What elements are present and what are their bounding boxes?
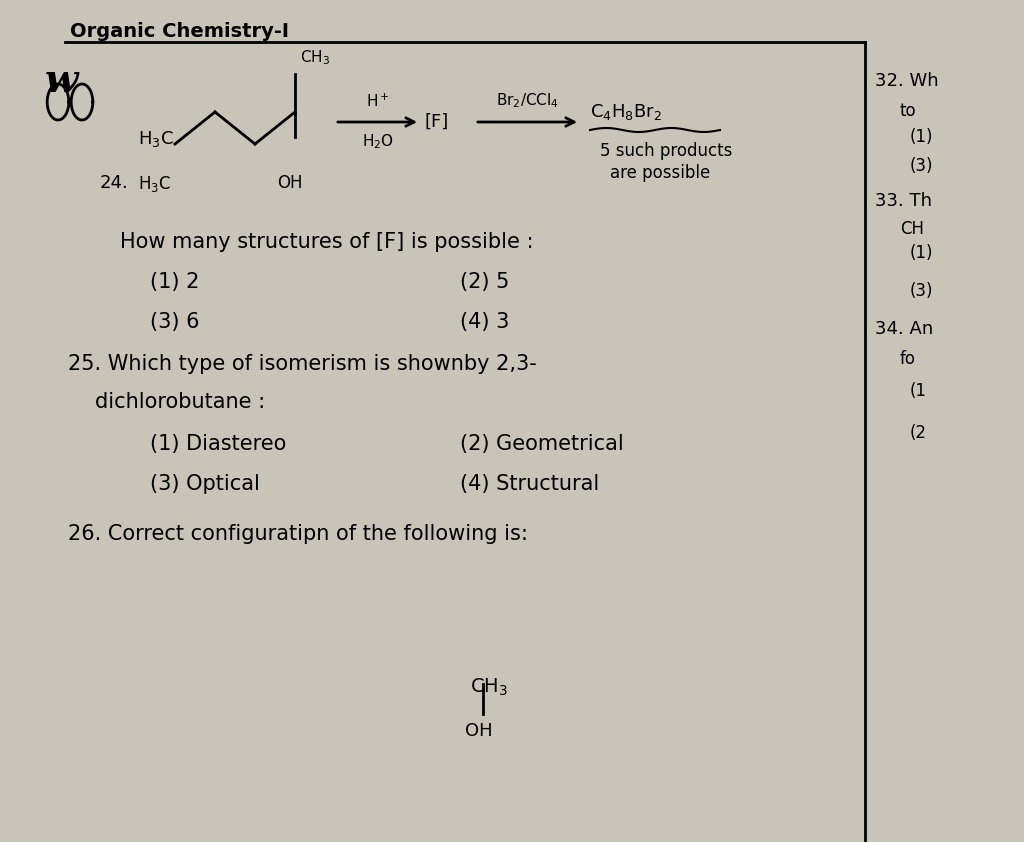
Text: (3): (3) xyxy=(910,282,934,300)
Text: How many structures of [F] is possible :: How many structures of [F] is possible : xyxy=(120,232,534,252)
Text: (2) 5: (2) 5 xyxy=(460,272,509,292)
Text: (2: (2 xyxy=(910,424,927,442)
Text: (3) Optical: (3) Optical xyxy=(150,474,260,494)
Text: $\mathrm{CH_3}$: $\mathrm{CH_3}$ xyxy=(470,677,508,698)
Text: (1) Diastereo: (1) Diastereo xyxy=(150,434,287,454)
Text: to: to xyxy=(900,102,916,120)
Text: 33. Th: 33. Th xyxy=(874,192,932,210)
Text: are possible: are possible xyxy=(610,164,711,182)
Text: (4) Structural: (4) Structural xyxy=(460,474,599,494)
Text: w: w xyxy=(45,62,79,100)
Text: dichlorobutane :: dichlorobutane : xyxy=(95,392,265,412)
Text: OH: OH xyxy=(278,174,303,192)
Text: Organic Chemistry-I: Organic Chemistry-I xyxy=(70,22,289,41)
Text: $\mathrm{Br_2/CCl_4}$: $\mathrm{Br_2/CCl_4}$ xyxy=(496,91,559,110)
Text: $\mathrm{H^+}$: $\mathrm{H^+}$ xyxy=(366,93,389,110)
Text: CH: CH xyxy=(900,220,924,238)
Text: $\mathrm{CH_3}$: $\mathrm{CH_3}$ xyxy=(300,48,330,67)
Text: 24.: 24. xyxy=(100,174,129,192)
Text: $\mathrm{C_4H_8Br_2}$: $\mathrm{C_4H_8Br_2}$ xyxy=(590,102,663,122)
Text: fo: fo xyxy=(900,350,916,368)
Text: 25. Which type of isomerism is shownby 2,3-: 25. Which type of isomerism is shownby 2… xyxy=(68,354,537,374)
Text: 32. Wh: 32. Wh xyxy=(874,72,939,90)
Text: 26. Correct configuratipn of the following is:: 26. Correct configuratipn of the followi… xyxy=(68,524,528,544)
Text: $\mathrm{H_3C}$: $\mathrm{H_3C}$ xyxy=(138,129,174,149)
Text: (1: (1 xyxy=(910,382,927,400)
Text: (4) 3: (4) 3 xyxy=(460,312,509,332)
Text: (3): (3) xyxy=(910,157,934,175)
Text: 5 such products: 5 such products xyxy=(600,142,732,160)
Text: $\mathrm{H_3C}$: $\mathrm{H_3C}$ xyxy=(138,174,171,194)
Text: 34. An: 34. An xyxy=(874,320,933,338)
Text: (1): (1) xyxy=(910,244,934,262)
Text: (3) 6: (3) 6 xyxy=(150,312,200,332)
Text: $\mathrm{H_2O}$: $\mathrm{H_2O}$ xyxy=(361,132,393,151)
Text: (1): (1) xyxy=(910,128,934,146)
Text: OH: OH xyxy=(465,722,493,740)
Text: (2) Geometrical: (2) Geometrical xyxy=(460,434,624,454)
Text: (1) 2: (1) 2 xyxy=(150,272,200,292)
Text: [F]: [F] xyxy=(425,113,450,131)
